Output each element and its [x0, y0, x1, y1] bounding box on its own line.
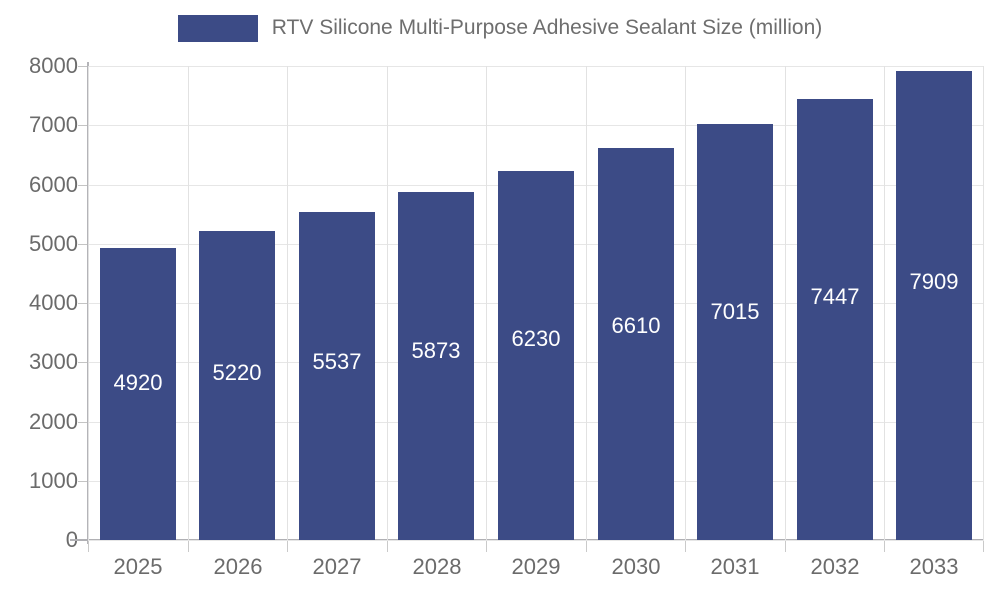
vertical-gridline [884, 66, 885, 540]
bar[interactable] [797, 99, 873, 540]
bar-value-label: 5537 [312, 349, 362, 374]
bar-value-label: 7447 [810, 284, 860, 309]
x-axis-tick-mark [387, 541, 388, 552]
bar[interactable] [598, 148, 674, 540]
x-axis-tick-label: 2032 [810, 554, 860, 579]
bar-value-label: 6610 [611, 313, 661, 338]
horizontal-gridline [88, 66, 984, 67]
x-axis-tick-label: 2031 [710, 554, 760, 579]
vertical-gridline [387, 66, 388, 540]
horizontal-gridline [88, 125, 984, 126]
x-axis-tick-mark [586, 541, 587, 552]
bar[interactable] [697, 124, 773, 540]
vertical-gridline [586, 66, 587, 540]
y-axis-tick-mark [78, 362, 87, 363]
x-axis-tick-label: 2030 [611, 554, 661, 579]
y-axis-tick-mark [78, 125, 87, 126]
y-axis-tick-mark [78, 481, 87, 482]
horizontal-gridline [88, 540, 984, 541]
x-axis-tick-mark [884, 541, 885, 552]
x-axis-tick-label: 2033 [909, 554, 959, 579]
y-axis-tick-label: 0 [65, 527, 78, 552]
x-axis-tick-label: 2026 [213, 554, 263, 579]
bar-value-label: 4920 [113, 370, 163, 395]
y-axis-tick-label: 6000 [29, 171, 78, 197]
bar-value-label: 6230 [511, 326, 561, 351]
bar[interactable] [398, 192, 474, 540]
y-axis-tick-mark [78, 422, 87, 423]
y-axis-tick-label: 2000 [29, 408, 78, 434]
y-axis-tick-mark [78, 66, 87, 67]
x-axis-tick-mark [785, 541, 786, 552]
vertical-gridline [188, 66, 189, 540]
bar[interactable] [896, 71, 972, 540]
x-axis-tick-label: 2029 [511, 554, 561, 579]
x-axis-tick-label: 2028 [412, 554, 462, 579]
chart-legend: RTV Silicone Multi-Purpose Adhesive Seal… [0, 10, 1000, 46]
bar[interactable] [498, 171, 574, 540]
x-axis-tick-label: 2027 [312, 554, 362, 579]
x-axis-tick-label: 2025 [113, 554, 163, 579]
vertical-gridline [785, 66, 786, 540]
y-axis-tick-label: 3000 [29, 349, 78, 375]
bar-value-label: 5220 [212, 360, 262, 385]
y-axis-tick-label: 1000 [29, 467, 78, 493]
y-axis-tick-mark [78, 303, 87, 304]
bar[interactable] [100, 248, 176, 540]
x-axis-tick-mark [983, 541, 984, 552]
vertical-gridline [486, 66, 487, 540]
x-axis-tick-mark [486, 541, 487, 552]
y-axis-tick-label: 8000 [29, 53, 78, 78]
y-axis-tick-mark [78, 185, 87, 186]
x-axis-tick-labels: 2025 2026 2027 2028 2029 2030 2031 2032 2033 [88, 556, 984, 590]
bar-value-label: 7015 [710, 299, 760, 324]
bar-value-label: 7909 [909, 269, 959, 294]
x-axis-tick-mark [188, 541, 189, 552]
bar[interactable] [299, 212, 375, 540]
y-axis-tick-label: 4000 [29, 290, 78, 315]
plot-area: 4920 5220 5537 5873 6230 6610 7015 7447 7909 [88, 66, 984, 541]
y-axis-tick-label: 5000 [29, 230, 78, 256]
y-axis-tick-mark [78, 244, 87, 245]
legend-label-series-1: RTV Silicone Multi-Purpose Adhesive Seal… [271, 16, 823, 39]
vertical-gridline [287, 66, 288, 540]
legend-swatch-series-1 [177, 14, 258, 42]
vertical-gridline [88, 66, 89, 540]
y-axis-tick-label: 7000 [29, 112, 78, 138]
bar[interactable] [199, 231, 275, 540]
vertical-gridline [983, 66, 984, 540]
vertical-gridline [685, 66, 686, 540]
x-axis-tick-mark [88, 541, 89, 552]
bar-value-label: 5873 [411, 338, 461, 363]
x-axis-tick-mark [287, 541, 288, 552]
y-axis-tick-labels: 0 1000 2000 3000 4000 5000 6000 7000 8000 [0, 0, 87, 600]
x-axis-tick-mark [685, 541, 686, 552]
